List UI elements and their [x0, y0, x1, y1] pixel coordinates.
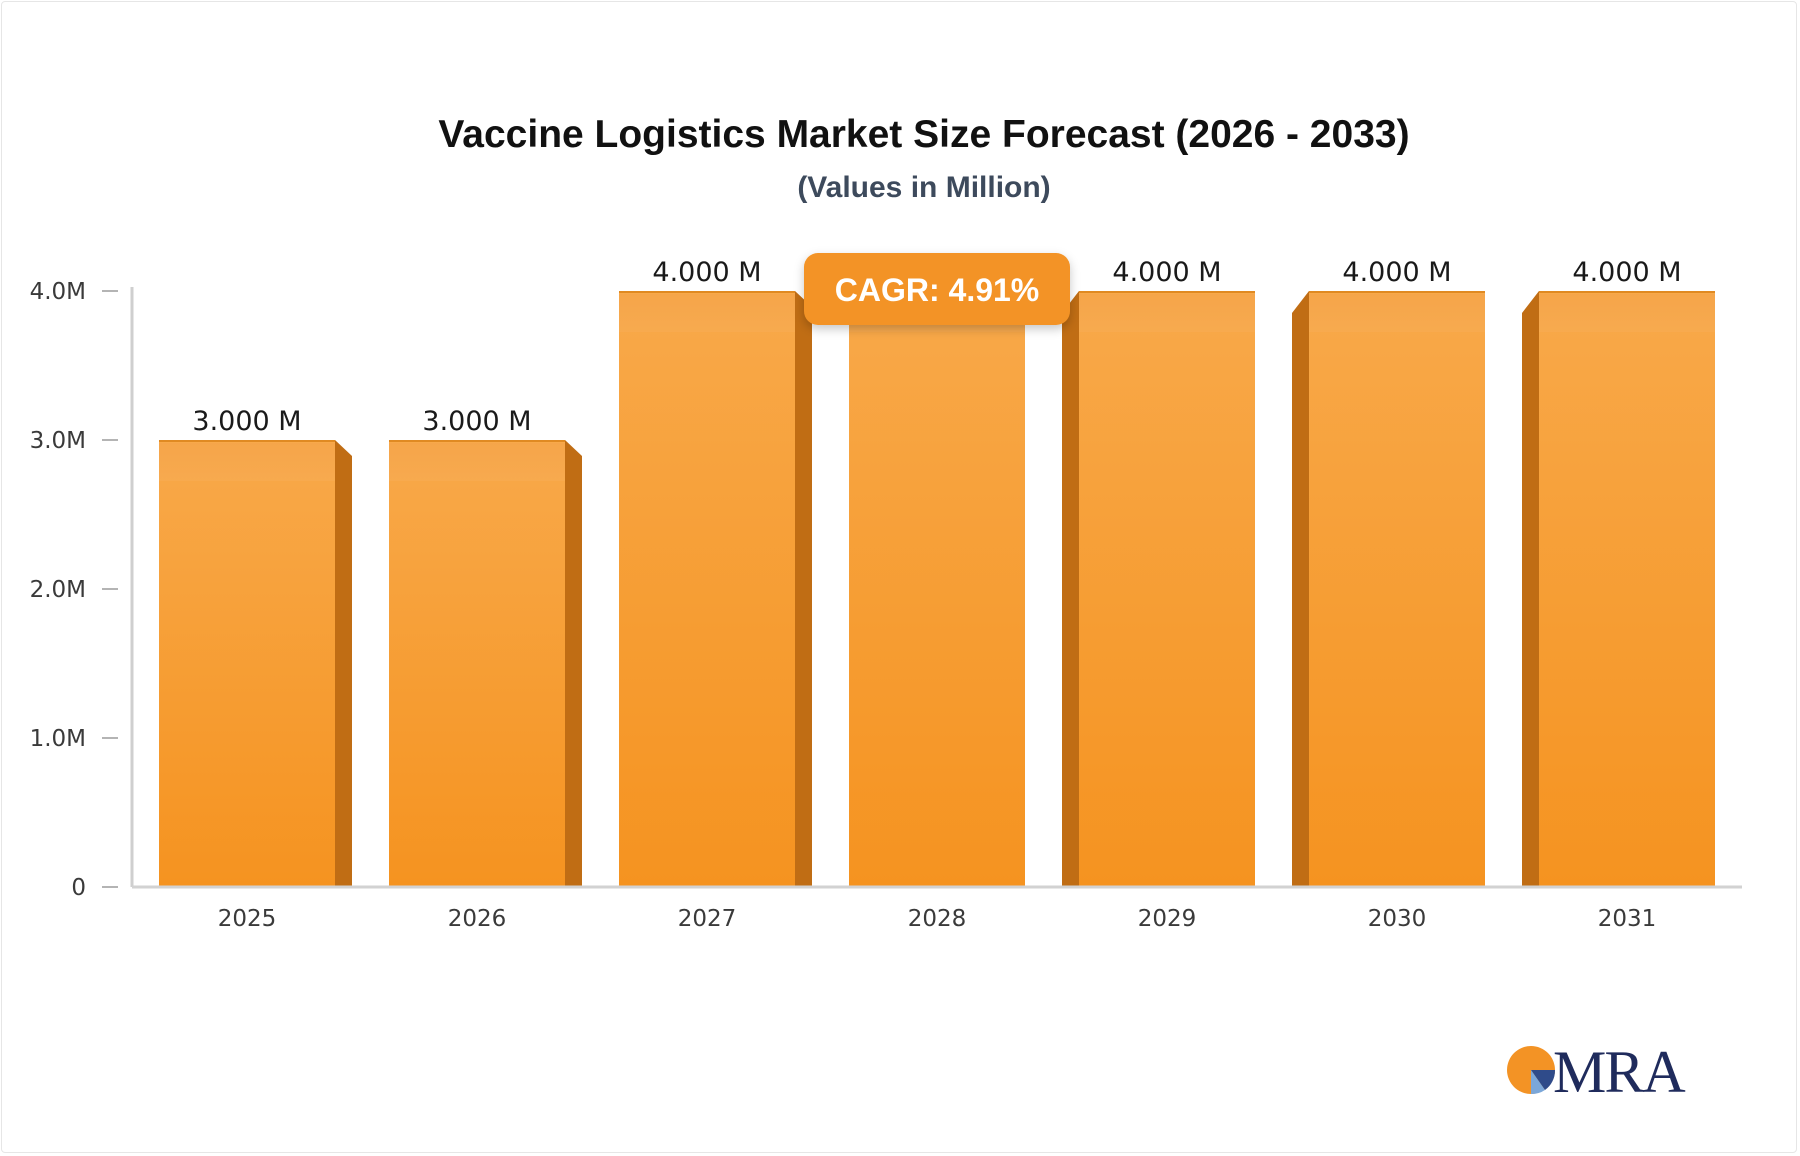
bar-2027: 4.000 M — [619, 257, 812, 887]
x-tick-label: 2026 — [448, 906, 507, 932]
bar-side — [565, 440, 582, 887]
bar-face — [1309, 291, 1485, 887]
x-tick-label: 2027 — [678, 906, 737, 932]
bar-face — [1539, 291, 1715, 887]
logo-wedge-icon-2 — [1531, 1070, 1545, 1095]
data-label: 4.000 M — [1342, 257, 1451, 288]
y-axis: 0 1.0M 2.0M 3.0M 4.0M — [30, 279, 134, 901]
data-label: 4.000 M — [652, 257, 761, 288]
x-tick-label: 2025 — [218, 906, 277, 932]
bar-2028 — [849, 291, 1025, 887]
bar-2030: 4.000 M — [1292, 257, 1485, 887]
y-tick-label: 4.0M — [30, 279, 86, 305]
bar-face — [159, 440, 335, 887]
bar-side — [1522, 291, 1539, 887]
bar-cap — [1539, 294, 1715, 332]
bar-side — [795, 291, 812, 887]
bar-2025: 3.000 M — [159, 406, 352, 887]
chart-title: Vaccine Logistics Market Size Forecast (… — [438, 113, 1409, 156]
x-axis: 2025 2026 2027 2028 2029 2030 2031 — [132, 885, 1742, 932]
bar-side — [1292, 291, 1309, 887]
data-label: 4.000 M — [1572, 257, 1681, 288]
logo-wedge-icon — [1531, 1070, 1556, 1090]
cagr-label: CAGR: 4.91% — [835, 272, 1040, 308]
bar-2031: 4.000 M — [1522, 257, 1715, 887]
bar-face — [849, 291, 1025, 887]
bar-cap — [1079, 294, 1255, 332]
mra-logo: MRA — [1507, 1039, 1687, 1105]
x-tick-label: 2029 — [1138, 906, 1197, 932]
bar-side — [1062, 291, 1079, 887]
x-tick-label: 2030 — [1368, 906, 1427, 932]
bar-face — [619, 291, 795, 887]
bar-side — [335, 440, 352, 887]
bar-cap — [1309, 294, 1485, 332]
y-tick-label: 0 — [71, 875, 86, 901]
x-tick-label: 2028 — [908, 906, 967, 932]
chart-subtitle: (Values in Million) — [797, 171, 1050, 204]
bar-cap — [389, 443, 565, 481]
data-label: 3.000 M — [192, 406, 301, 437]
bar-cap — [159, 443, 335, 481]
y-tick-label: 2.0M — [30, 577, 86, 603]
x-tick-label: 2031 — [1598, 906, 1657, 932]
bar-2029: 4.000 M — [1062, 257, 1255, 887]
cagr-badge — [804, 253, 1070, 325]
y-tick-label: 1.0M — [30, 726, 86, 752]
bar-face — [389, 440, 565, 887]
bar-face — [1079, 291, 1255, 887]
logo-text: MRA — [1553, 1039, 1685, 1105]
bars-group: 3.000 M 3.000 M 4.000 M 4.000 M 4.000 M 4.000… — [159, 257, 1715, 887]
data-label: 4.000 M — [1112, 257, 1221, 288]
data-label: 3.000 M — [422, 406, 531, 437]
cagr-annotation: CAGR: 4.91% — [804, 253, 1070, 325]
bar-2026: 3.000 M — [389, 406, 582, 887]
bar-cap — [619, 294, 795, 332]
y-tick-label: 3.0M — [30, 428, 86, 454]
